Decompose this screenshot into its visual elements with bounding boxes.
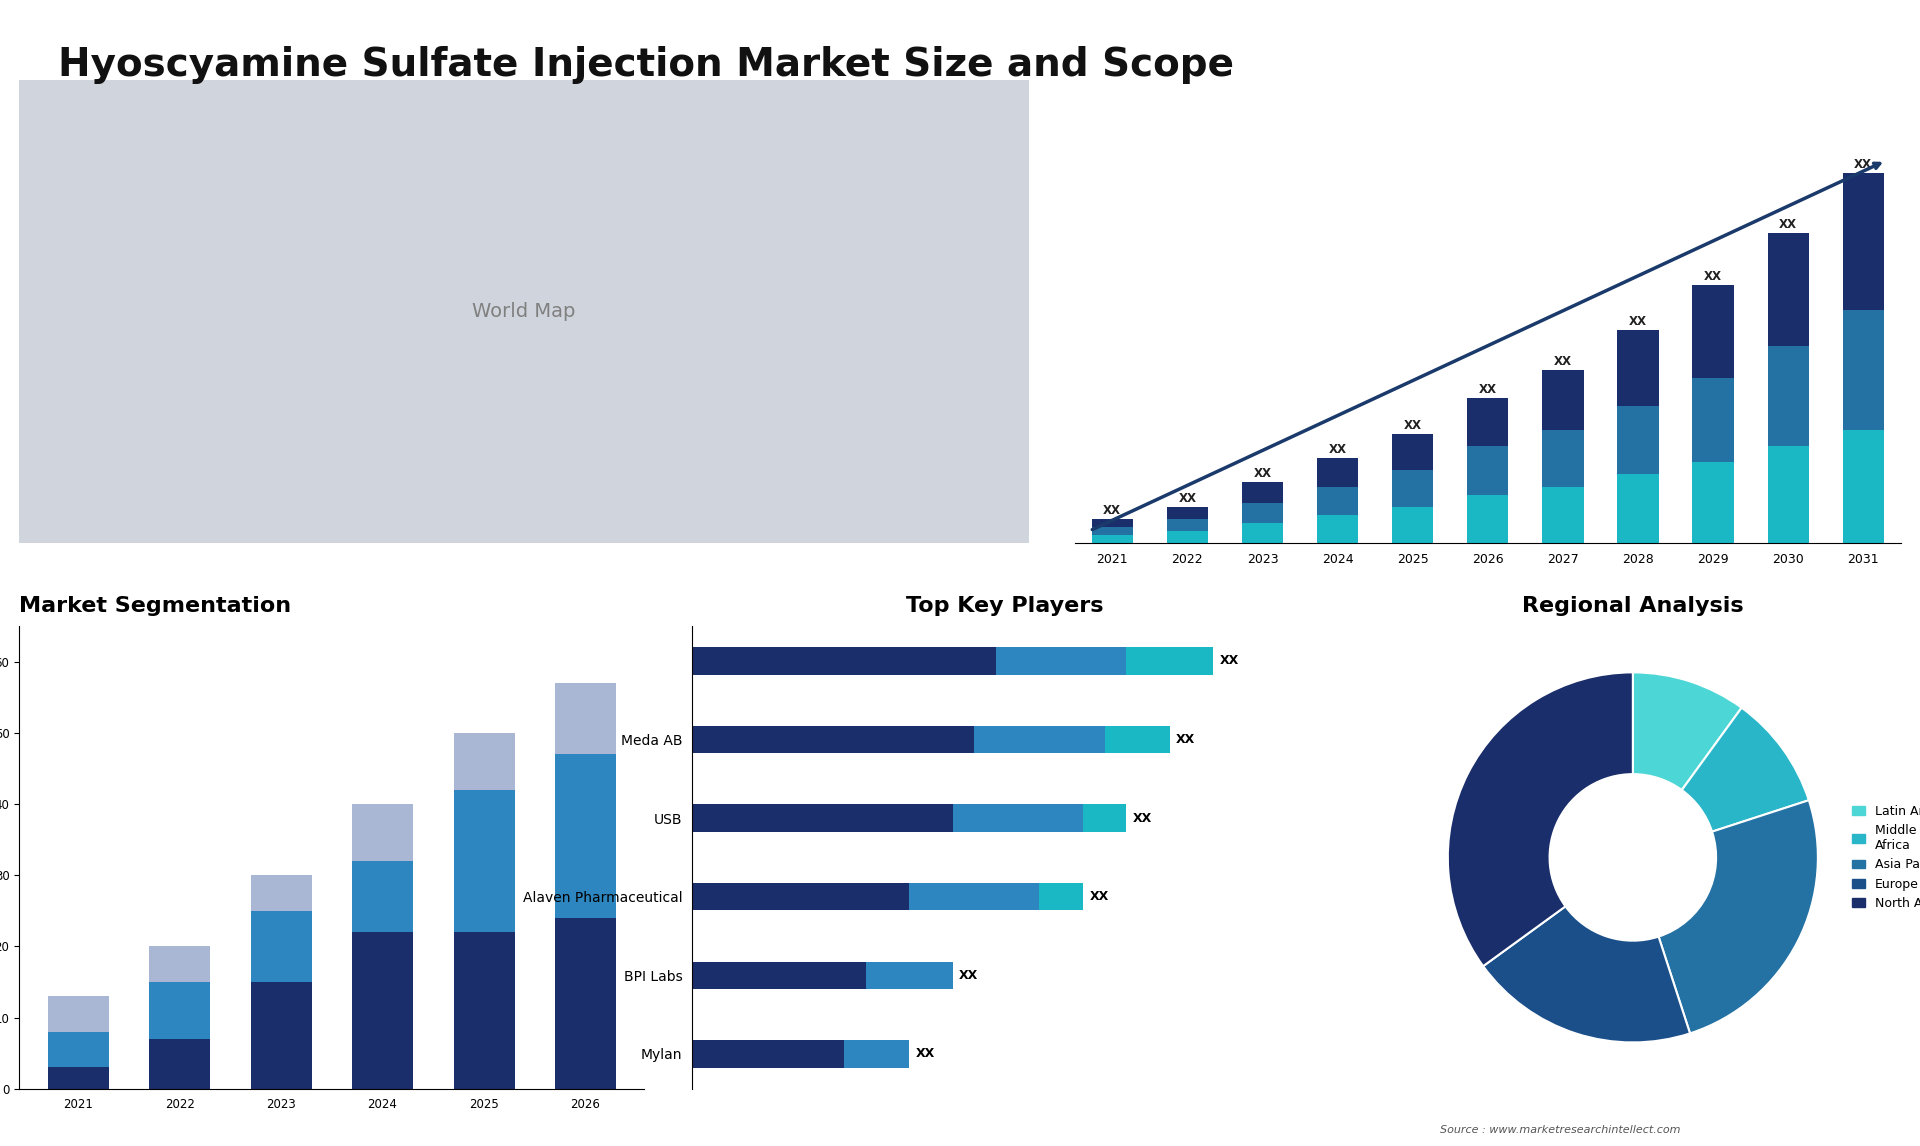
Bar — [1843, 173, 1884, 309]
Bar — [910, 882, 1039, 910]
Bar — [150, 1039, 209, 1089]
Bar — [996, 647, 1127, 675]
Bar — [1317, 458, 1357, 487]
Text: Source : www.marketresearchintellect.com: Source : www.marketresearchintellect.com — [1440, 1124, 1680, 1135]
Bar — [1392, 434, 1434, 470]
Bar — [48, 996, 109, 1031]
Text: XX: XX — [1705, 270, 1722, 283]
Text: XX: XX — [916, 1047, 935, 1060]
Text: XX: XX — [960, 968, 979, 982]
Bar — [973, 725, 1104, 753]
Bar — [453, 790, 515, 932]
Title: Top Key Players: Top Key Players — [906, 596, 1104, 617]
Text: XX: XX — [1329, 444, 1346, 456]
Bar — [1768, 233, 1809, 346]
Bar — [150, 947, 209, 982]
Bar — [691, 882, 910, 910]
Bar — [252, 876, 311, 911]
Text: XX: XX — [1478, 383, 1498, 397]
Bar — [1242, 523, 1283, 543]
Legend: Application, Product, Geography: Application, Product, Geography — [868, 657, 981, 725]
Bar — [1167, 507, 1208, 519]
Legend: Latin America, Middle East &
Africa, Asia Pacific, Europe, North America: Latin America, Middle East & Africa, Asi… — [1847, 800, 1920, 915]
Bar — [1768, 446, 1809, 543]
Bar — [1242, 482, 1283, 503]
Wedge shape — [1659, 800, 1818, 1034]
Bar — [1083, 804, 1127, 832]
Bar — [1692, 462, 1734, 543]
Text: World Map: World Map — [472, 303, 576, 321]
Wedge shape — [1448, 673, 1632, 966]
Bar — [1843, 309, 1884, 430]
Bar — [1692, 378, 1734, 462]
Wedge shape — [1482, 906, 1690, 1043]
Text: XX: XX — [1089, 890, 1108, 903]
Bar — [48, 1031, 109, 1067]
Bar — [1467, 446, 1509, 495]
Bar — [351, 932, 413, 1089]
Text: XX: XX — [1855, 158, 1872, 171]
Bar — [1092, 519, 1133, 527]
Text: XX: XX — [1219, 654, 1238, 667]
Text: Market Segmentation: Market Segmentation — [19, 596, 292, 617]
Bar — [1092, 527, 1133, 535]
Bar — [48, 1067, 109, 1089]
Bar — [1617, 406, 1659, 474]
Bar — [1167, 531, 1208, 543]
Bar — [1617, 474, 1659, 543]
Bar — [1467, 398, 1509, 446]
Bar — [252, 982, 311, 1089]
Bar — [866, 961, 952, 989]
Title: Regional Analysis: Regional Analysis — [1523, 596, 1743, 617]
Bar — [1617, 330, 1659, 406]
Bar — [1542, 430, 1584, 487]
Text: XX: XX — [1133, 811, 1152, 825]
Bar — [453, 732, 515, 790]
Bar — [1104, 725, 1169, 753]
Bar — [1542, 370, 1584, 430]
Text: XX: XX — [1628, 315, 1647, 328]
Bar — [555, 683, 616, 754]
Bar — [845, 1041, 910, 1068]
Bar — [351, 804, 413, 861]
Bar — [1039, 882, 1083, 910]
Wedge shape — [1682, 708, 1809, 832]
Bar — [1843, 430, 1884, 543]
Text: XX: XX — [1254, 468, 1271, 480]
Bar — [1467, 495, 1509, 543]
Bar — [691, 725, 973, 753]
Bar — [1317, 487, 1357, 515]
Bar — [691, 961, 866, 989]
Bar — [1317, 515, 1357, 543]
Bar — [555, 918, 616, 1089]
Bar — [691, 1041, 845, 1068]
Bar — [351, 861, 413, 932]
Bar — [555, 754, 616, 918]
Bar — [1392, 470, 1434, 507]
Bar — [691, 647, 996, 675]
Bar — [1127, 647, 1213, 675]
Bar — [1768, 346, 1809, 446]
Text: XX: XX — [1553, 355, 1572, 368]
Text: XX: XX — [1179, 492, 1196, 504]
Text: XX: XX — [1404, 419, 1421, 432]
Bar — [1092, 535, 1133, 543]
Bar — [1167, 519, 1208, 531]
Bar — [952, 804, 1083, 832]
Bar — [150, 982, 209, 1039]
Bar — [252, 911, 311, 982]
Bar — [1692, 285, 1734, 378]
Text: Hyoscyamine Sulfate Injection Market Size and Scope: Hyoscyamine Sulfate Injection Market Siz… — [58, 46, 1233, 84]
Bar — [1542, 487, 1584, 543]
Bar — [1242, 503, 1283, 523]
Bar — [691, 804, 952, 832]
Text: XX: XX — [1780, 218, 1797, 231]
Text: XX: XX — [1177, 733, 1196, 746]
Wedge shape — [1632, 673, 1741, 790]
Text: XX: XX — [1104, 504, 1121, 517]
Bar — [1392, 507, 1434, 543]
Bar — [453, 932, 515, 1089]
